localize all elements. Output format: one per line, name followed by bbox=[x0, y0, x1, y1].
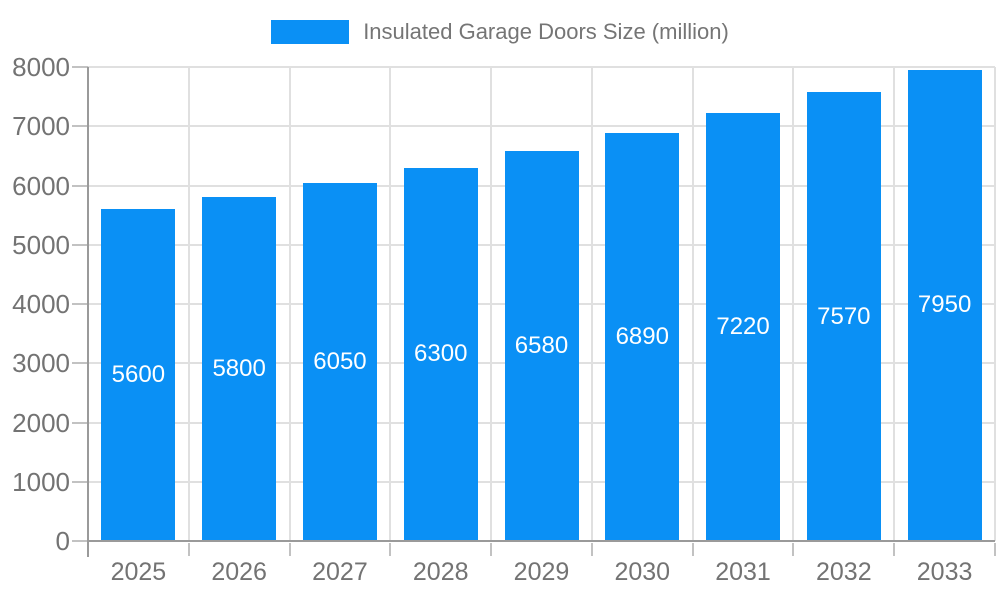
gridline-h-7000 bbox=[88, 125, 995, 128]
y-tick-label-1000: 1000 bbox=[12, 466, 70, 497]
bar-value-label-2033: 7950 bbox=[917, 291, 972, 319]
legend[interactable]: Insulated Garage Doors Size (million) bbox=[0, 17, 1000, 47]
gridline-v bbox=[691, 67, 694, 541]
y-tick-mark bbox=[72, 540, 88, 542]
bar-2027[interactable]: 6050 bbox=[302, 182, 377, 541]
bar-2032[interactable]: 7570 bbox=[806, 92, 881, 541]
y-tick-mark bbox=[72, 243, 88, 246]
gridline-v bbox=[893, 67, 896, 541]
y-tick-mark bbox=[72, 184, 88, 187]
y-tick-label-0: 0 bbox=[55, 526, 70, 556]
bar-2025[interactable]: 5600 bbox=[101, 209, 176, 541]
x-tick-label-2026: 2026 bbox=[211, 558, 267, 586]
y-tick-mark bbox=[72, 362, 88, 365]
bar-value-label-2028: 6300 bbox=[414, 340, 468, 368]
bar-2026[interactable]: 5800 bbox=[202, 197, 277, 541]
y-tick-label-7000: 7000 bbox=[12, 111, 70, 142]
bar-value-label-2031: 7220 bbox=[716, 313, 770, 341]
bar-2033[interactable]: 7950 bbox=[907, 69, 982, 541]
x-tick-label-2031: 2031 bbox=[715, 558, 771, 586]
gridline-v bbox=[590, 67, 593, 541]
y-tick-label-6000: 6000 bbox=[12, 170, 70, 201]
x-axis-line bbox=[88, 540, 995, 542]
y-tick-label-3000: 3000 bbox=[12, 348, 70, 379]
x-tick-mark bbox=[490, 543, 493, 556]
x-tick-mark bbox=[288, 543, 291, 556]
bar-value-label-2025: 5600 bbox=[111, 361, 166, 389]
bar-value-label-2026: 5800 bbox=[212, 355, 266, 383]
x-tick-mark bbox=[994, 543, 996, 556]
y-tick-mark bbox=[72, 66, 88, 68]
y-tick-label-5000: 5000 bbox=[12, 229, 70, 260]
x-tick-label-2033: 2033 bbox=[916, 558, 973, 586]
y-tick-mark bbox=[72, 125, 88, 128]
y-axis-line bbox=[87, 67, 89, 557]
bar-value-label-2032: 7570 bbox=[817, 302, 871, 330]
gridline-v bbox=[792, 67, 795, 541]
gridline-h-8000 bbox=[88, 66, 995, 68]
bar-2028[interactable]: 6300 bbox=[403, 167, 478, 541]
x-tick-label-2030: 2030 bbox=[614, 558, 671, 586]
gridline-v bbox=[490, 67, 493, 541]
y-tick-label-2000: 2000 bbox=[12, 407, 70, 438]
x-tick-label-2029: 2029 bbox=[513, 558, 570, 586]
bar-value-label-2030: 6890 bbox=[615, 322, 669, 350]
x-tick-mark bbox=[792, 543, 795, 556]
bar-2029[interactable]: 6580 bbox=[504, 151, 579, 541]
gridline-v bbox=[994, 67, 996, 541]
legend-swatch bbox=[271, 20, 350, 44]
bar-value-label-2027: 6050 bbox=[313, 347, 367, 375]
x-tick-label-2027: 2027 bbox=[312, 558, 368, 586]
x-tick-mark bbox=[389, 543, 392, 556]
y-tick-label-8000: 8000 bbox=[12, 52, 70, 82]
y-tick-mark bbox=[72, 480, 88, 483]
bar-2031[interactable]: 7220 bbox=[706, 113, 781, 541]
gridline-v bbox=[187, 67, 190, 541]
x-tick-mark bbox=[187, 543, 190, 556]
x-tick-mark bbox=[691, 543, 694, 556]
x-tick-mark bbox=[590, 543, 593, 556]
y-tick-mark bbox=[72, 421, 88, 424]
gridline-v bbox=[288, 67, 291, 541]
y-tick-mark bbox=[72, 303, 88, 305]
x-tick-label-2032: 2032 bbox=[816, 558, 872, 586]
bar-value-label-2029: 6580 bbox=[514, 332, 569, 360]
bar-2030[interactable]: 6890 bbox=[605, 132, 680, 541]
y-tick-label-4000: 4000 bbox=[12, 289, 70, 319]
x-tick-label-2025: 2025 bbox=[110, 558, 167, 586]
x-tick-label-2028: 2028 bbox=[412, 558, 469, 586]
gridline-v bbox=[389, 67, 392, 541]
legend-label: Insulated Garage Doors Size (million) bbox=[363, 19, 729, 44]
x-tick-mark bbox=[893, 543, 896, 556]
